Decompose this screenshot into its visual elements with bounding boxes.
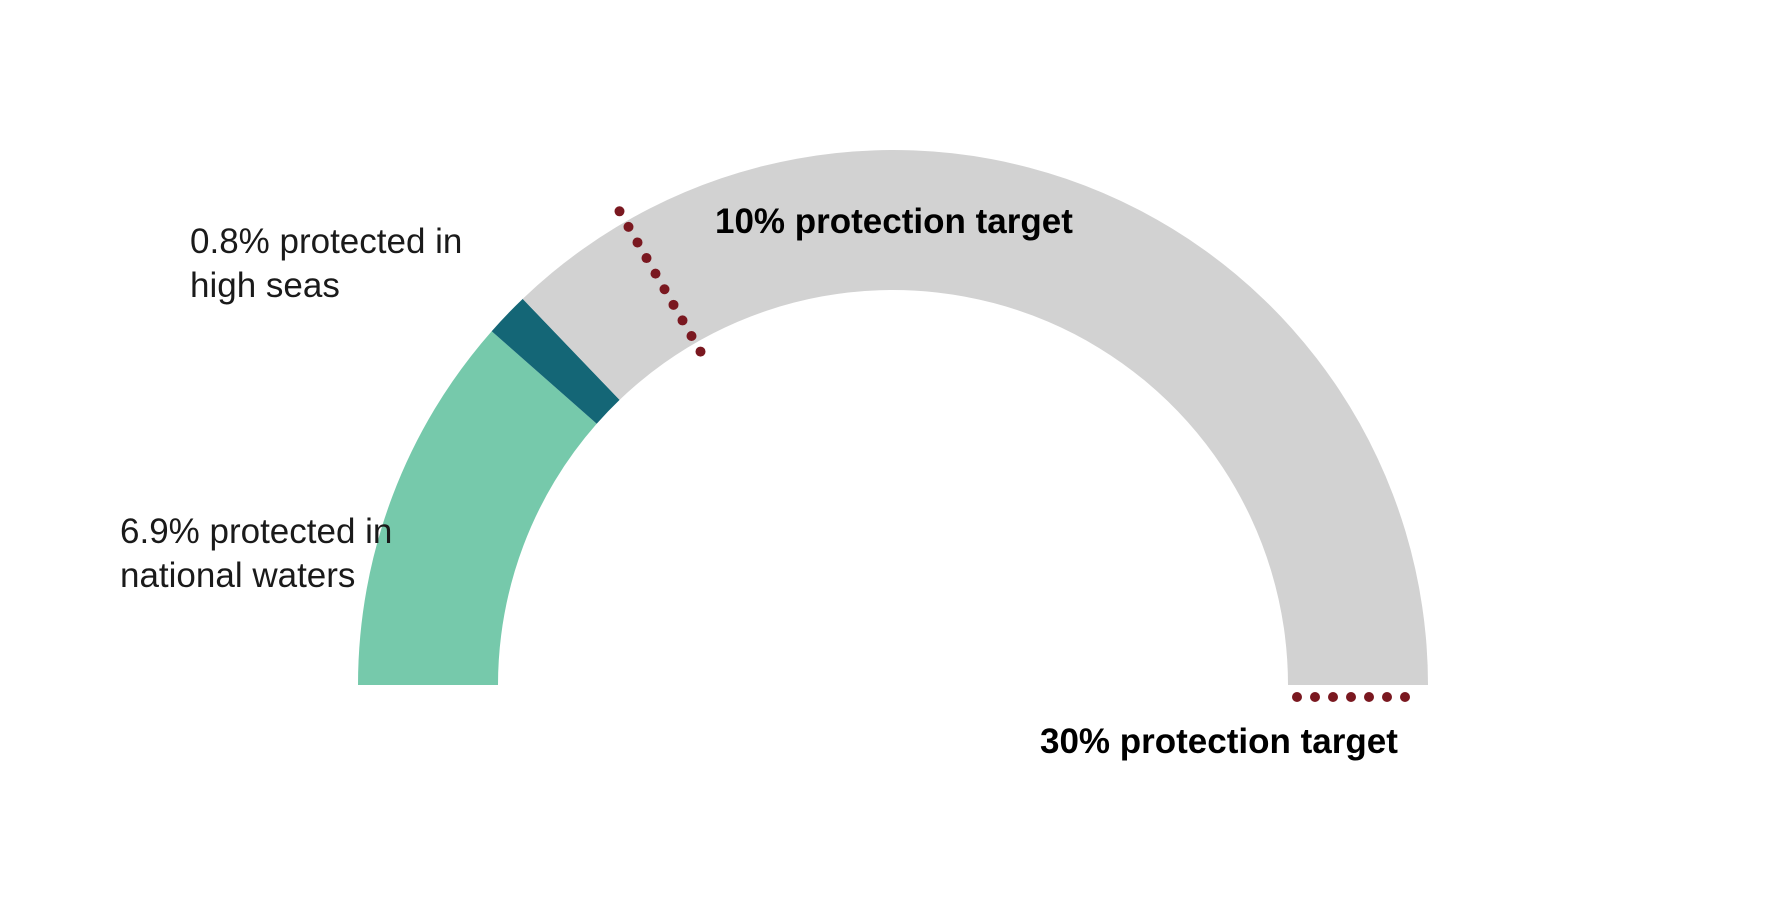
label-30pct-target: 30% protection target — [1040, 720, 1398, 764]
target-marker-t30 — [1292, 692, 1410, 702]
label-10pct-target: 10% protection target — [715, 200, 1073, 244]
label-national-waters: 6.9% protected in national waters — [120, 510, 392, 598]
chart-stage: 6.9% protected in national waters 0.8% p… — [0, 0, 1786, 898]
half-donut-chart — [0, 0, 1786, 898]
label-high-seas: 0.8% protected in high seas — [190, 220, 462, 308]
